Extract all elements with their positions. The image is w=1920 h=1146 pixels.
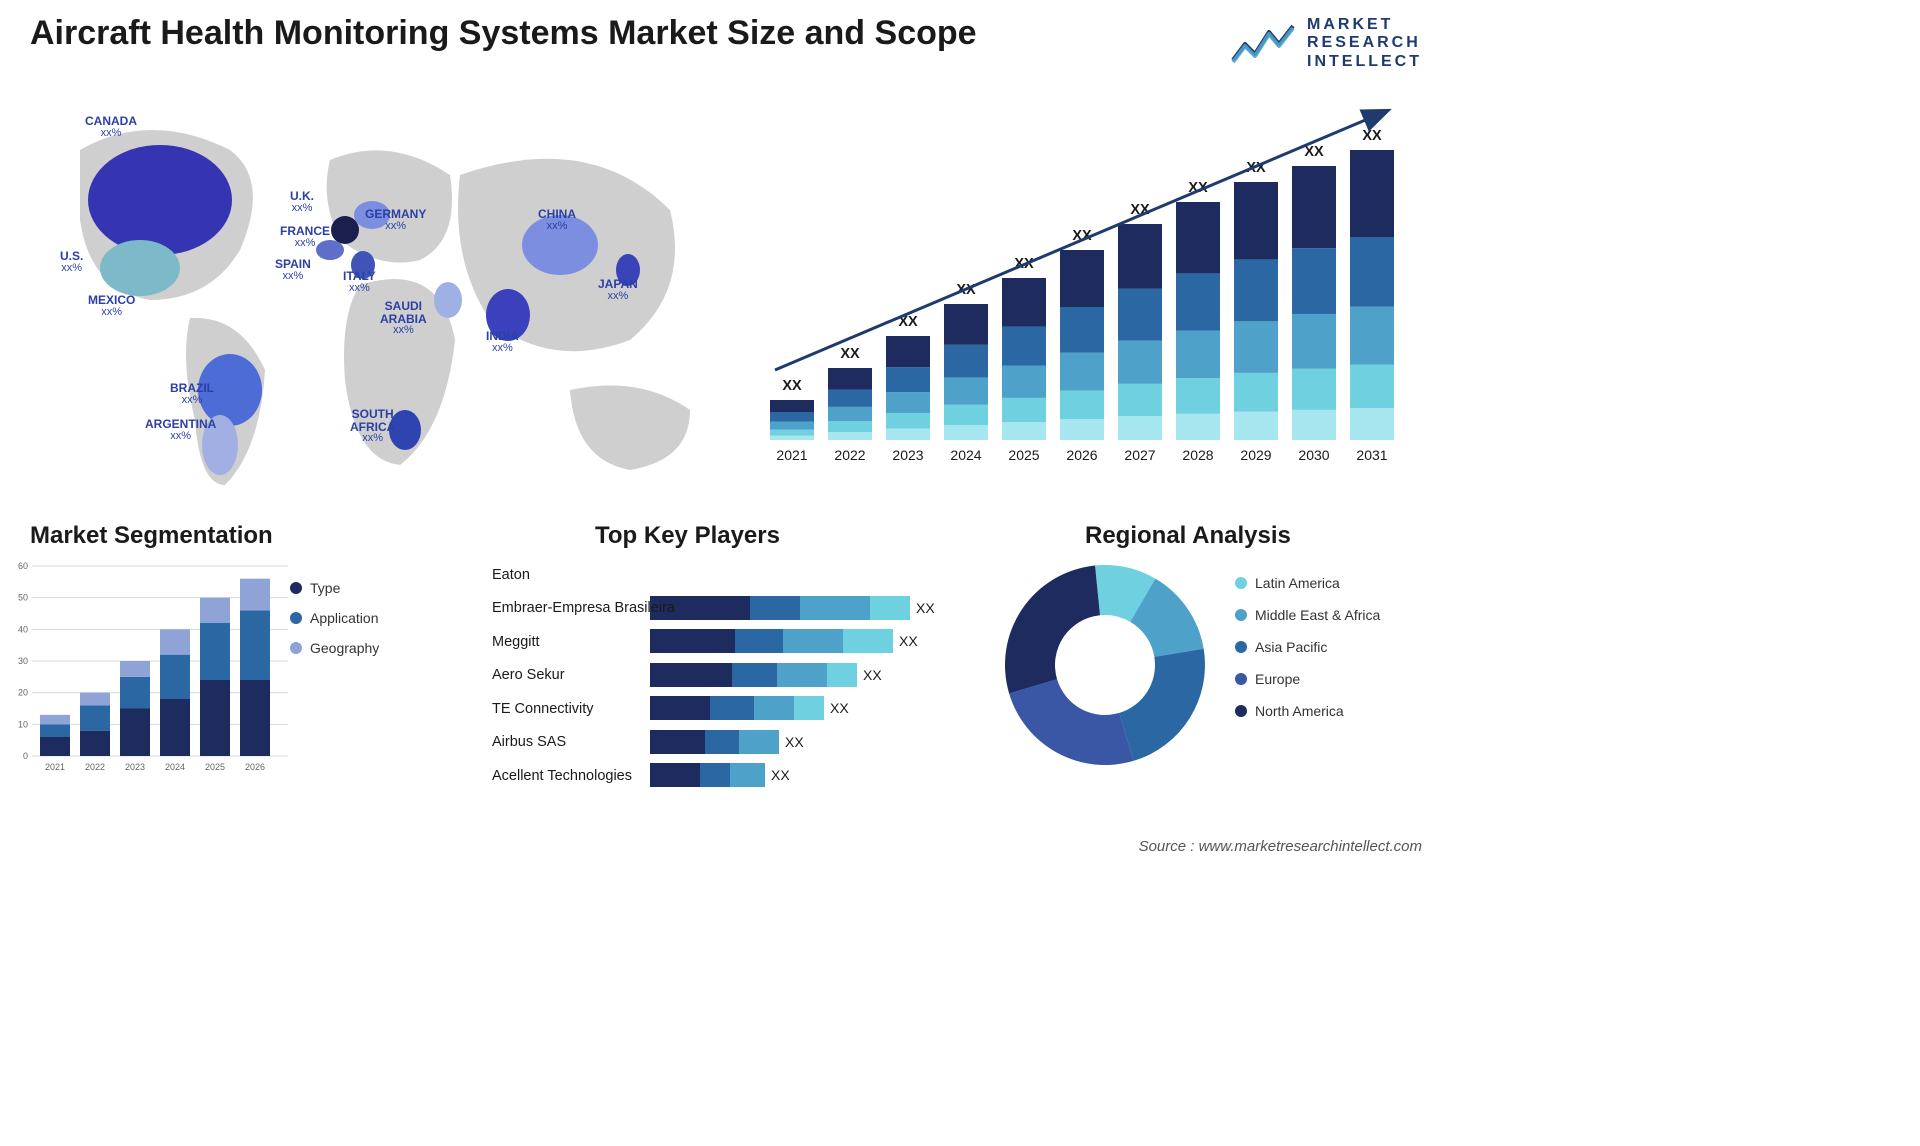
seg-legend-geography: Geography <box>290 640 440 656</box>
regional-legend: Latin America Middle East & Africa Asia Pa… <box>1235 575 1425 735</box>
player-value: XX <box>785 734 804 750</box>
regional-title: Regional Analysis <box>1085 522 1291 550</box>
svg-text:XX: XX <box>782 378 802 394</box>
page-title: Aircraft Health Monitoring Systems Marke… <box>30 14 977 53</box>
segmentation-chart: 0 10 20 30 40 50 60 2021 2022 2023 2024 2025 2026 <box>8 560 288 800</box>
map-label-canada: CANADAxx% <box>85 115 137 139</box>
map-label-saudi-arabia: SAUDIARABIAxx% <box>380 300 427 337</box>
map-label-france: FRANCExx% <box>280 225 330 249</box>
player-name: Eaton <box>490 567 730 583</box>
player-value: XX <box>863 667 882 683</box>
region-legend-asia-pacific: Asia Pacific <box>1235 639 1425 655</box>
player-row: Airbus SAS XX <box>490 726 960 760</box>
svg-text:2027: 2027 <box>1124 447 1155 463</box>
map-label-south-africa: SOUTHAFRICAxx% <box>350 408 395 445</box>
svg-text:2024: 2024 <box>950 447 981 463</box>
player-row: Embraer-Empresa Brasileira XX <box>490 592 960 626</box>
svg-text:2030: 2030 <box>1298 447 1329 463</box>
growth-bar-chart: XX2021XX2022XX2023XX2024XX2025XX2026XX20… <box>760 90 1420 490</box>
key-players-title: Top Key Players <box>595 522 780 550</box>
region-legend-middle-east-africa: Middle East & Africa <box>1235 607 1425 623</box>
svg-text:2023: 2023 <box>125 762 145 772</box>
svg-text:10: 10 <box>18 719 28 729</box>
svg-text:XX: XX <box>1304 144 1324 160</box>
key-players-list: EatonEmbraer-Empresa BrasileiraXXMeggitt… <box>490 558 960 793</box>
player-name: Aero Sekur <box>490 667 730 683</box>
player-value: XX <box>771 767 790 783</box>
svg-text:XX: XX <box>1362 128 1382 144</box>
logo-line-2: RESEARCH <box>1307 34 1422 52</box>
map-label-spain: SPAINxx% <box>275 258 311 282</box>
svg-text:2022: 2022 <box>834 447 865 463</box>
region-legend-europe: Europe <box>1235 671 1425 687</box>
region-legend-north-america: North America <box>1235 703 1425 719</box>
map-label-italy: ITALYxx% <box>343 270 376 294</box>
svg-text:2025: 2025 <box>1008 447 1039 463</box>
svg-text:2028: 2028 <box>1182 447 1213 463</box>
seg-legend-application: Application <box>290 610 440 626</box>
player-value: XX <box>916 600 935 616</box>
logo-line-3: INTELLECT <box>1307 53 1422 71</box>
svg-text:50: 50 <box>18 593 28 603</box>
player-value: XX <box>830 700 849 716</box>
svg-text:30: 30 <box>18 656 28 666</box>
map-label-japan: JAPANxx% <box>598 278 638 302</box>
logo-line-1: MARKET <box>1307 16 1422 34</box>
svg-text:40: 40 <box>18 624 28 634</box>
svg-text:2022: 2022 <box>85 762 105 772</box>
logo-mark-icon <box>1231 22 1295 66</box>
segmentation-title: Market Segmentation <box>30 522 273 550</box>
regional-donut <box>1000 560 1210 770</box>
map-label-u-k-: U.K.xx% <box>290 190 314 214</box>
player-name: Embraer-Empresa Brasileira <box>490 600 730 616</box>
player-row: Aero Sekur XX <box>490 659 960 693</box>
map-label-mexico: MEXICOxx% <box>88 294 135 318</box>
player-name: Acellent Technologies <box>490 768 730 784</box>
svg-text:2029: 2029 <box>1240 447 1271 463</box>
seg-legend-type: Type <box>290 580 440 596</box>
svg-text:2031: 2031 <box>1356 447 1387 463</box>
player-name: Meggitt <box>490 634 730 650</box>
segmentation-legend: Type Application Geography <box>290 580 440 670</box>
svg-text:2023: 2023 <box>892 447 923 463</box>
world-map-panel: CANADAxx% U.S.xx%MEXICOxx% BRAZILxx% ARGENT… <box>30 90 730 490</box>
region-legend-latin-america: Latin America <box>1235 575 1425 591</box>
svg-text:2026: 2026 <box>245 762 265 772</box>
svg-text:XX: XX <box>840 346 860 362</box>
brand-logo: MARKET RESEARCH INTELLECT <box>1231 16 1422 71</box>
map-label-u-s-: U.S.xx% <box>60 250 83 274</box>
player-row: Acellent Technologies XX <box>490 759 960 793</box>
player-row: Meggitt XX <box>490 625 960 659</box>
map-label-china: CHINAxx% <box>538 208 576 232</box>
player-row: Eaton <box>490 558 960 592</box>
svg-text:2021: 2021 <box>45 762 65 772</box>
map-label-germany: GERMANYxx% <box>365 208 426 232</box>
source-attribution: Source : www.marketresearchintellect.com <box>1139 838 1422 855</box>
map-label-brazil: BRAZILxx% <box>170 382 214 406</box>
map-label-india: INDIAxx% <box>486 330 519 354</box>
svg-text:60: 60 <box>18 561 28 571</box>
player-row: TE Connectivity XX <box>490 692 960 726</box>
map-label-argentina: ARGENTINAxx% <box>145 418 216 442</box>
svg-text:20: 20 <box>18 688 28 698</box>
svg-text:0: 0 <box>23 751 28 761</box>
player-name: TE Connectivity <box>490 701 730 717</box>
svg-text:2025: 2025 <box>205 762 225 772</box>
svg-text:2026: 2026 <box>1066 447 1097 463</box>
player-value: XX <box>899 633 918 649</box>
svg-text:2021: 2021 <box>776 447 807 463</box>
player-name: Airbus SAS <box>490 734 730 750</box>
svg-text:2024: 2024 <box>165 762 185 772</box>
